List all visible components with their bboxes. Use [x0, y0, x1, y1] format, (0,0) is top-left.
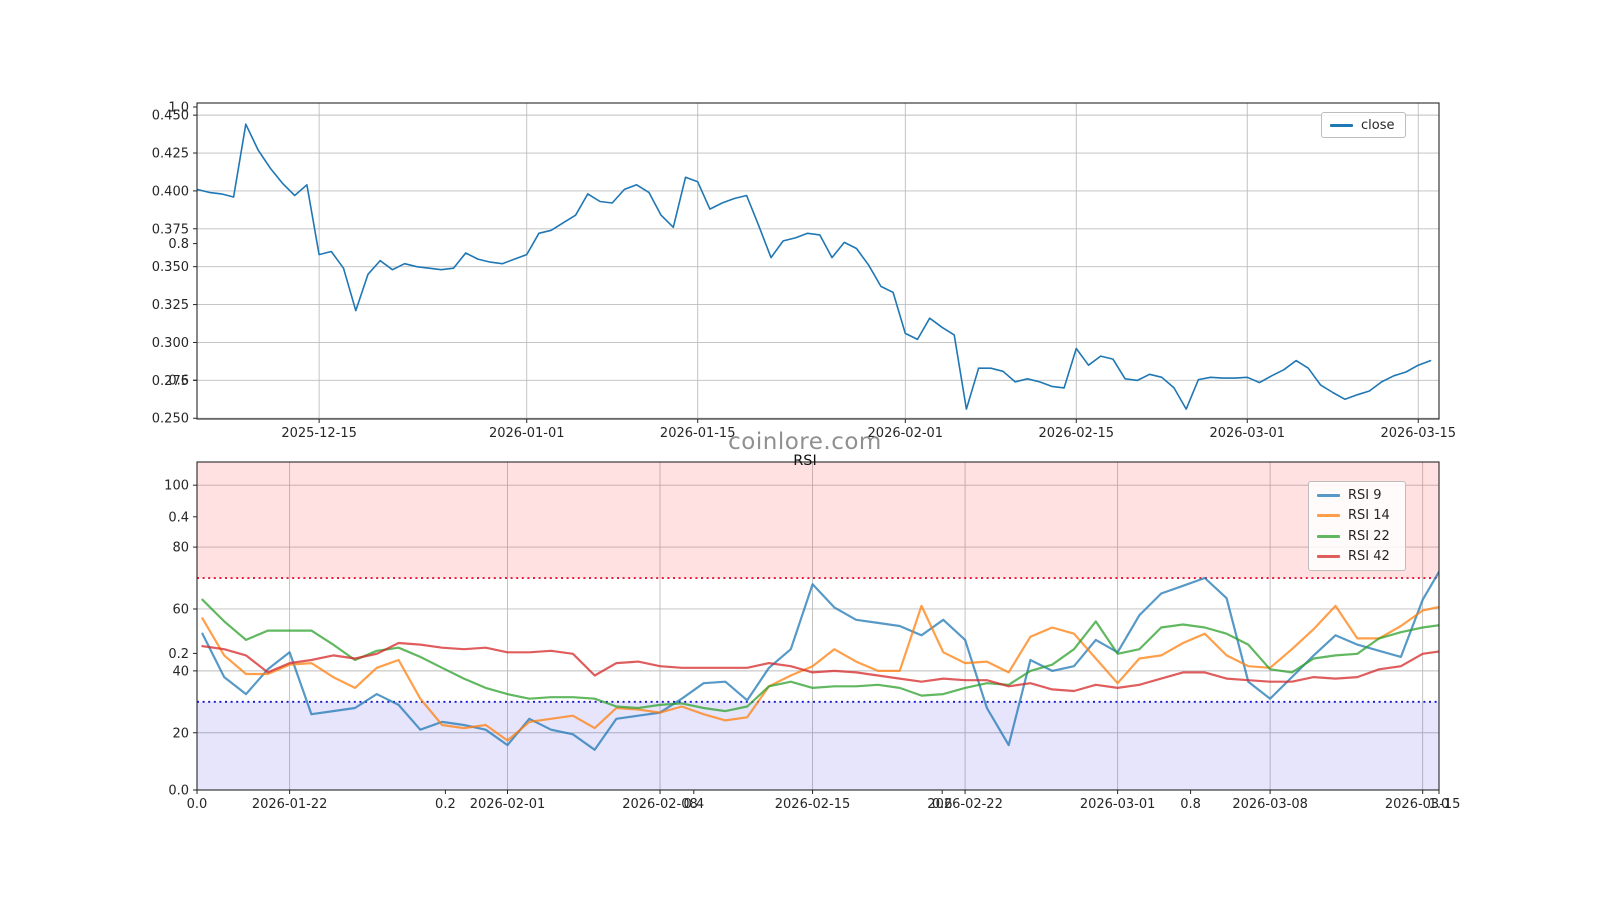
svg-text:80: 80 [172, 541, 189, 556]
svg-text:2026-02-22: 2026-02-22 [927, 797, 1003, 812]
svg-text:0.2: 0.2 [168, 647, 189, 662]
price-legend-label: close [1361, 117, 1395, 133]
svg-text:2026-02-15: 2026-02-15 [1039, 426, 1115, 441]
svg-text:0.400: 0.400 [152, 184, 189, 199]
svg-text:2026-01-22: 2026-01-22 [252, 797, 328, 812]
svg-text:2026-01-01: 2026-01-01 [489, 426, 565, 441]
rsi14-legend-label: RSI 14 [1348, 508, 1390, 524]
price-axes: 0.250 0.275 0.300 0.325 0.350 0.375 0.400 0.425… [152, 102, 1456, 441]
svg-text:0.450: 0.450 [152, 109, 189, 124]
svg-text:0.300: 0.300 [152, 336, 189, 351]
rsi-legend-item: RSI 42 [1317, 547, 1397, 568]
rsi42-line [201, 641, 1439, 693]
price-legend: close [1321, 112, 1406, 138]
rsi9-legend-label: RSI 9 [1348, 487, 1382, 503]
rsi22-line [201, 598, 1439, 713]
svg-text:0.8: 0.8 [1180, 797, 1201, 812]
svg-text:2026-03-15: 2026-03-15 [1380, 426, 1456, 441]
rsi42-line-swatch [1317, 555, 1340, 559]
svg-text:40: 40 [172, 664, 189, 679]
rsi14-line-swatch [1317, 514, 1340, 518]
svg-text:2026-02-15: 2026-02-15 [775, 797, 851, 812]
svg-text:0.425: 0.425 [152, 147, 189, 162]
svg-text:0.375: 0.375 [152, 222, 189, 237]
svg-text:0.0: 0.0 [187, 797, 208, 812]
oversold-band [197, 701, 1439, 790]
svg-text:2026-02-01: 2026-02-01 [470, 797, 546, 812]
rsi-chart-title: RSI [793, 453, 817, 469]
rsi-legend-item: RSI 14 [1317, 506, 1397, 527]
svg-text:2025-12-15: 2025-12-15 [281, 426, 357, 441]
rsi-axes: 20 40 60 80 100 2026-01-22 2026-02-01 2026-02-0… [164, 461, 1461, 812]
svg-text:2026-03-01: 2026-03-01 [1209, 426, 1285, 441]
svg-text:2026-03-01: 2026-03-01 [1080, 797, 1156, 812]
rsi9-line-swatch [1317, 493, 1340, 497]
svg-text:0.6: 0.6 [168, 374, 189, 389]
close-line-swatch [1330, 123, 1353, 127]
svg-text:2026-03-15: 2026-03-15 [1385, 797, 1461, 812]
svg-text:0.6: 0.6 [932, 797, 953, 812]
svg-text:2026-01-15: 2026-01-15 [660, 426, 736, 441]
svg-text:0.250: 0.250 [152, 412, 189, 427]
overbought-band [197, 462, 1439, 579]
svg-text:60: 60 [172, 602, 189, 617]
svg-text:1.0: 1.0 [1429, 797, 1450, 812]
rsi22-legend-label: RSI 22 [1348, 528, 1390, 544]
overlay-axis-ticks: 0.0 0.2 0.4 0.6 0.8 1.0 0.0 0.2 0.4 0.6 0.8 1.0 [168, 101, 1449, 813]
svg-text:0.4: 0.4 [168, 510, 189, 525]
svg-text:0.325: 0.325 [152, 298, 189, 313]
svg-text:2026-02-08: 2026-02-08 [622, 797, 698, 812]
rsi42-legend-label: RSI 42 [1348, 549, 1390, 565]
rsi-legend-item: RSI 22 [1317, 526, 1397, 547]
rsi-legend: RSI 9 RSI 14 RSI 22 RSI 42 [1308, 481, 1406, 571]
svg-text:20: 20 [172, 726, 189, 741]
svg-text:0.350: 0.350 [152, 260, 189, 275]
svg-text:2026-03-08: 2026-03-08 [1232, 797, 1308, 812]
close-line [197, 123, 1432, 410]
svg-text:0.2: 0.2 [435, 797, 456, 812]
svg-text:0.4: 0.4 [683, 797, 704, 812]
svg-text:0.0: 0.0 [168, 784, 189, 799]
svg-text:2026-02-01: 2026-02-01 [868, 426, 944, 441]
rsi22-line-swatch [1317, 534, 1340, 538]
watermark: coinlore.com [728, 429, 882, 455]
svg-text:0.8: 0.8 [168, 237, 189, 252]
svg-text:0.275: 0.275 [152, 374, 189, 389]
svg-text:1.0: 1.0 [168, 101, 189, 116]
svg-text:100: 100 [164, 479, 189, 494]
rsi14-line [201, 604, 1439, 742]
rsi-legend-item: RSI 9 [1317, 485, 1397, 506]
